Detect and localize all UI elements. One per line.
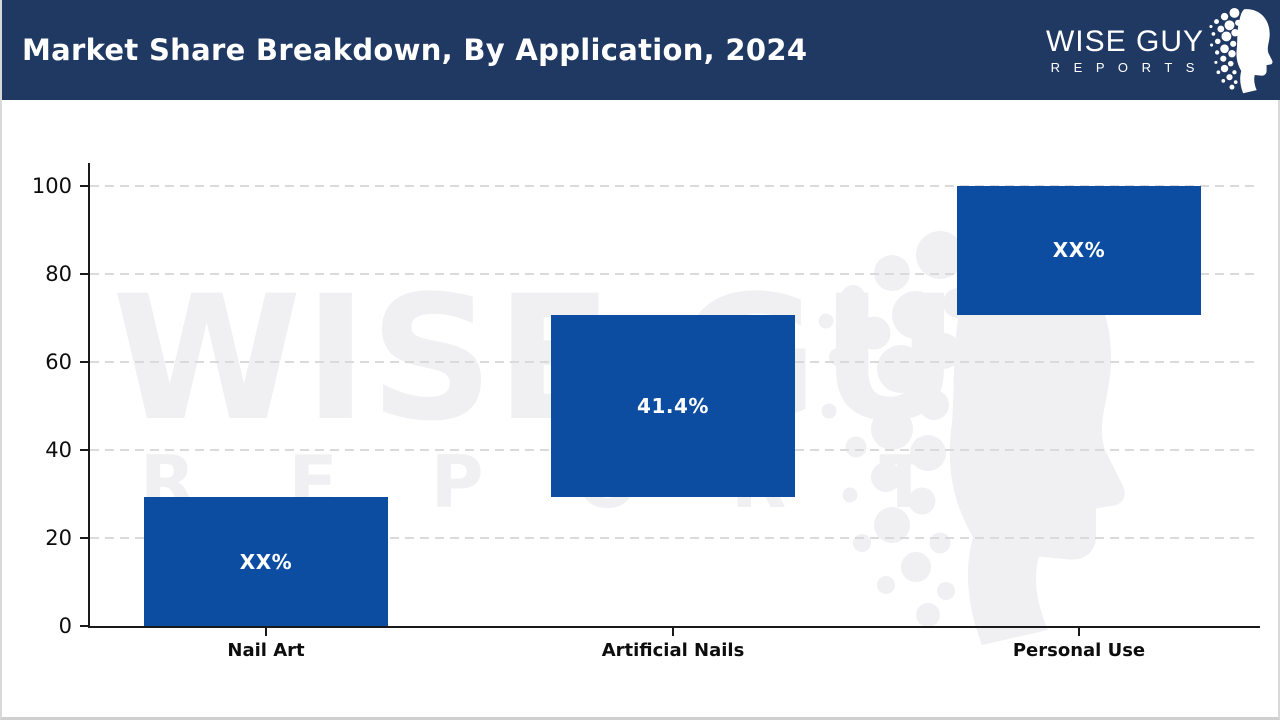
y-tick-mark [80,273,88,275]
y-tick-mark [80,537,88,539]
x-axis-category-label: Personal Use [1012,640,1146,661]
bar: XX% [144,497,388,626]
chart-title: Market Share Breakdown, By Application, … [22,33,808,67]
y-tick-mark [80,449,88,451]
wise-guy-logo: WISE GUY R E P O R T S [1046,4,1274,96]
y-axis-tick-label: 0 [58,614,72,638]
logo-wordmark: WISE GUY [1045,25,1204,58]
y-tick-mark [80,361,88,363]
x-tick-mark [265,628,267,636]
gridline-80 [90,273,1260,275]
logo-subtitle: R E P O R T S [1050,60,1200,75]
x-axis-category-label: Artificial Nails [601,640,745,661]
x-axis-category-label: Nail Art [227,640,305,661]
bar: 41.4% [551,314,795,498]
plot: 0 20 40 60 80 100 XX% 41.4% XX% Nail Art Artificia… [2,100,1280,717]
header-bar: Market Share Breakdown, By Application, … [2,0,1280,100]
y-axis-line [88,163,90,628]
y-axis-tick-label: 20 [45,526,72,550]
y-axis-tick-label: 60 [45,350,72,374]
bar-value-label: XX% [1052,238,1106,263]
y-tick-mark [80,185,88,187]
y-tick-mark [80,625,88,627]
x-tick-mark [1078,628,1080,636]
x-tick-mark [672,628,674,636]
dotted-head-icon [1209,7,1273,94]
bar-value-label: 41.4% [637,393,709,418]
gridline-100 [90,185,1260,187]
y-axis-tick-label: 40 [45,438,72,462]
gridline-20 [90,537,1260,539]
bar: XX% [957,186,1201,315]
x-axis-line [88,626,1260,628]
bar-value-label: XX% [239,549,293,574]
logo-text: WISE GUY R E P O R T S [1046,25,1204,75]
y-axis-tick-label: 80 [45,262,72,286]
y-axis-tick-label: 100 [31,174,72,198]
chart-area: WISE GUY R E P O R T S 020406080100XX%41… [2,100,1280,717]
